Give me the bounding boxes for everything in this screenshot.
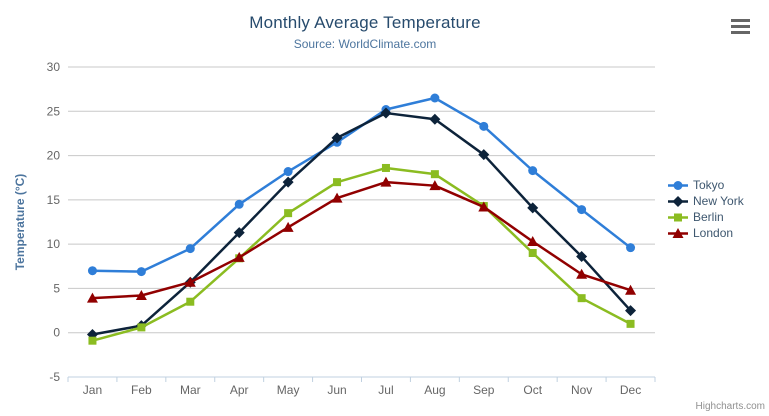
legend-label: London xyxy=(693,226,734,240)
hamburger-bar xyxy=(731,19,750,22)
data-point-marker-london[interactable] xyxy=(429,180,441,191)
data-point-marker-new-york[interactable] xyxy=(233,227,245,239)
legend-symbol-marker[interactable] xyxy=(672,195,684,207)
series-line-berlin xyxy=(91,166,632,342)
data-point-marker-new-york[interactable] xyxy=(527,202,539,214)
data-point-marker-berlin[interactable] xyxy=(137,323,146,332)
series-line-london xyxy=(91,180,632,300)
data-point-marker-london[interactable] xyxy=(625,284,637,295)
data-point-marker-london[interactable] xyxy=(527,235,539,246)
data-point-marker-london[interactable] xyxy=(576,268,588,279)
legend-symbol-marker[interactable] xyxy=(674,213,682,221)
data-point-marker-tokyo[interactable] xyxy=(185,244,195,254)
data-point-marker-berlin[interactable] xyxy=(528,249,537,257)
y-axis-label: 20 xyxy=(47,149,61,163)
data-point-marker-berlin[interactable] xyxy=(88,336,97,345)
legend-symbol-triangle-icon xyxy=(668,227,688,238)
legend-item-london[interactable]: London xyxy=(668,225,744,241)
data-point-marker-berlin[interactable] xyxy=(577,294,586,303)
data-point-marker-new-york[interactable] xyxy=(576,251,588,263)
data-point-marker-berlin[interactable] xyxy=(430,170,439,179)
x-axis-label: Sep xyxy=(473,383,495,397)
legend-symbol-square-icon xyxy=(668,213,688,221)
series-line-tokyo xyxy=(91,96,632,273)
x-axis-label: Aug xyxy=(424,383,445,397)
y-axis-label: -5 xyxy=(49,370,60,384)
x-axis-label: Oct xyxy=(523,383,542,397)
data-point-marker-berlin[interactable] xyxy=(284,209,293,218)
x-axis-label: Apr xyxy=(230,383,249,397)
data-point-marker-london[interactable] xyxy=(331,192,343,203)
hamburger-menu-icon[interactable] xyxy=(730,19,751,37)
y-axis-label: 15 xyxy=(47,193,61,207)
hamburger-bar xyxy=(731,25,750,28)
data-point-marker-tokyo[interactable] xyxy=(479,121,489,131)
legend: Tokyo New York Berlin London xyxy=(668,177,744,241)
x-axis-label: Jan xyxy=(83,383,102,397)
data-point-marker-tokyo[interactable] xyxy=(234,199,244,209)
data-point-marker-london[interactable] xyxy=(184,276,196,287)
data-point-marker-tokyo[interactable] xyxy=(136,267,146,277)
data-point-marker-london[interactable] xyxy=(478,201,490,212)
data-point-marker-tokyo[interactable] xyxy=(283,167,293,177)
data-point-marker-london[interactable] xyxy=(282,221,294,232)
data-point-marker-tokyo[interactable] xyxy=(430,93,440,103)
data-point-marker-berlin[interactable] xyxy=(626,319,635,328)
x-axis-label: Nov xyxy=(571,383,592,397)
data-point-marker-berlin[interactable] xyxy=(333,178,342,187)
data-point-marker-tokyo[interactable] xyxy=(577,205,587,215)
legend-item-berlin[interactable]: Berlin xyxy=(668,209,744,225)
data-point-marker-new-york[interactable] xyxy=(380,107,392,119)
data-point-marker-new-york[interactable] xyxy=(478,149,490,161)
legend-symbol-marker[interactable] xyxy=(673,180,683,190)
data-point-marker-london[interactable] xyxy=(135,290,147,301)
chart-subtitle: Source: WorldClimate.com xyxy=(293,37,437,51)
x-axis-label: Jul xyxy=(378,383,393,397)
legend-symbol-marker[interactable] xyxy=(672,227,684,238)
data-point-marker-new-york[interactable] xyxy=(331,132,343,144)
legend-label: Tokyo xyxy=(693,178,725,192)
data-point-marker-new-york[interactable] xyxy=(282,176,294,188)
x-axis-label: Feb xyxy=(131,383,152,397)
legend-symbol-circle-icon xyxy=(668,180,688,190)
data-point-marker-berlin[interactable] xyxy=(381,163,390,172)
data-point-marker-berlin[interactable] xyxy=(186,297,195,306)
data-point-marker-tokyo[interactable] xyxy=(626,243,636,253)
legend-item-tokyo[interactable]: Tokyo xyxy=(668,177,744,193)
data-point-marker-new-york[interactable] xyxy=(625,305,637,317)
legend-item-new-york[interactable]: New York xyxy=(668,193,744,209)
data-point-marker-tokyo[interactable] xyxy=(87,266,97,276)
y-axis-label: 30 xyxy=(47,60,61,74)
data-point-marker-new-york[interactable] xyxy=(429,113,441,125)
y-axis-title: Temperature (°C) xyxy=(13,174,27,271)
data-point-marker-london[interactable] xyxy=(380,176,392,187)
x-axis-label: Jun xyxy=(327,383,346,397)
series-new-york xyxy=(86,107,637,340)
hamburger-bar xyxy=(731,31,750,34)
credits-link[interactable]: Highcharts.com xyxy=(695,401,765,412)
legend-symbol-diamond-icon xyxy=(668,195,688,207)
series-line-new-york xyxy=(91,111,632,336)
legend-label: Berlin xyxy=(693,210,724,224)
x-axis-label: Mar xyxy=(180,383,201,397)
chart-title: Monthly Average Temperature xyxy=(249,13,481,32)
legend-label: New York xyxy=(693,194,744,208)
series-tokyo xyxy=(87,93,636,277)
y-axis-label: 5 xyxy=(53,281,60,295)
series-london xyxy=(86,176,637,303)
data-point-marker-tokyo[interactable] xyxy=(528,166,538,176)
x-axis-label: May xyxy=(277,383,300,397)
data-point-marker-london[interactable] xyxy=(86,292,98,303)
x-axis-label: Dec xyxy=(620,383,641,397)
y-axis-label: 25 xyxy=(47,104,61,118)
y-axis-label: 10 xyxy=(47,237,61,251)
y-axis-label: 0 xyxy=(53,326,60,340)
data-point-marker-london[interactable] xyxy=(233,251,245,262)
